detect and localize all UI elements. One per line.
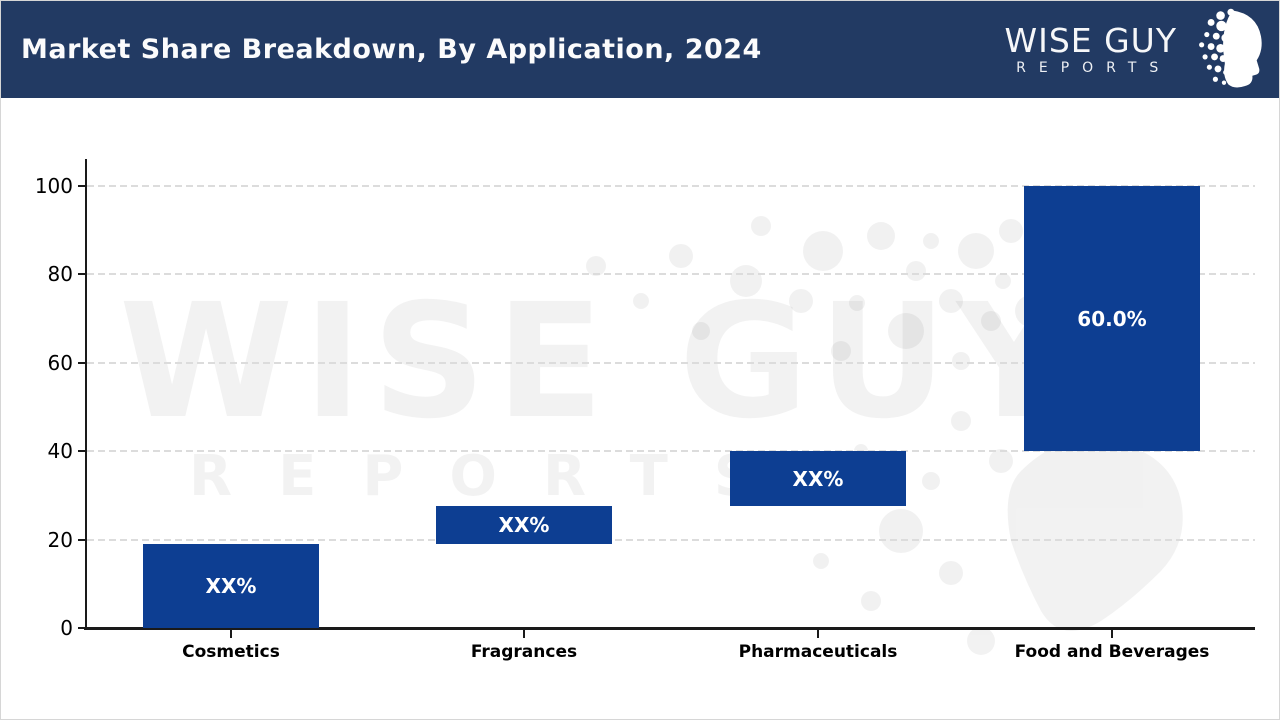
y-tick-label-60: 60 [47, 350, 73, 375]
bar-value-label-cosmetics: XX% [205, 574, 257, 598]
x-tick-food-and-beverages [1111, 630, 1113, 638]
y-tick-40 [78, 450, 85, 453]
x-label-food-and-beverages: Food and Beverages [1014, 642, 1210, 662]
y-tick-100 [78, 185, 85, 187]
logo-wordmark: WISE GUY [1004, 20, 1177, 60]
logo-face-icon [1199, 8, 1262, 87]
bar-fragrances [436, 506, 612, 544]
x-label-pharmaceuticals: Pharmaceuticals [738, 642, 898, 662]
x-tick-fragrances [523, 630, 525, 638]
bar-cosmetics [143, 544, 319, 628]
x-tick-cosmetics [230, 630, 232, 638]
bar-food-and-beverages [1024, 186, 1200, 452]
y-tick-label-80: 80 [47, 262, 73, 287]
y-tick-label-20: 20 [47, 527, 73, 552]
gridline-80 [87, 273, 1255, 276]
y-tick-label-100: 100 [34, 174, 73, 198]
x-label-cosmetics: Cosmetics [182, 642, 280, 662]
bar-value-label-food-and-beverages: 60.0% [1077, 306, 1147, 331]
wise-guy-reports-logo: WISE GUY REPORTS [1004, 6, 1267, 94]
y-tick-20 [78, 538, 85, 541]
gridline-100 [87, 185, 1255, 187]
y-tick-label-40: 40 [47, 439, 73, 464]
gridline-60 [87, 361, 1255, 364]
logo-subtitle: REPORTS [1016, 59, 1172, 76]
page-title: Market Share Breakdown, By Application, … [21, 34, 762, 65]
y-tick-0 [78, 627, 85, 629]
y-tick-80 [78, 273, 85, 276]
bar-value-label-fragrances: XX% [498, 513, 550, 538]
gridline-20 [87, 538, 1255, 541]
logo-text: WISE GUY REPORTS [1004, 24, 1177, 76]
y-axis-line [85, 159, 87, 628]
x-label-fragrances: Fragrances [470, 642, 578, 662]
header-band: Market Share Breakdown, By Application, … [1, 1, 1279, 98]
gridline-40 [87, 450, 1255, 453]
x-tick-pharmaceuticals [817, 630, 819, 638]
waterfall-chart: 0 20 40 60 80 100 XX% Cosmetics XX% Fragrances XX%… [1, 98, 1279, 719]
x-axis-line [84, 627, 1255, 630]
bar-pharmaceuticals [730, 451, 906, 507]
y-tick-60 [78, 361, 85, 364]
bar-value-label-pharmaceuticals: XX% [792, 466, 844, 491]
y-tick-label-0: 0 [60, 616, 73, 640]
